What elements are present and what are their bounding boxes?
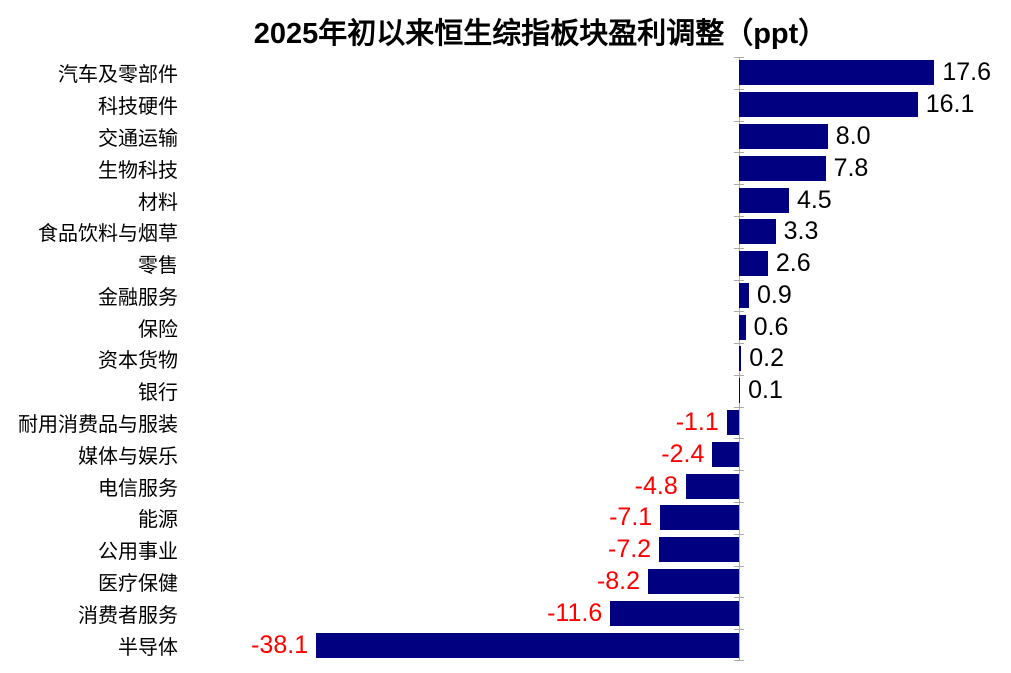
chart-title: 2025年初以来恒生综指板块盈利调整（ppt） [253, 18, 828, 50]
axis-tick [734, 57, 744, 58]
value-label: -2.4 [661, 439, 705, 468]
value-label: 0.1 [748, 376, 783, 405]
category-label: 资本货物 [98, 350, 178, 373]
bar [660, 505, 739, 531]
axis-tick [734, 502, 744, 503]
category-label: 公用事业 [98, 541, 178, 564]
axis-tick [734, 248, 744, 249]
bar-row: 半导体 -38.1 [0, 629, 1011, 661]
axis-tick [734, 470, 744, 471]
axis-tick [734, 152, 744, 153]
axis-tick [734, 660, 744, 661]
value-label: 16.1 [925, 90, 975, 119]
axis-tick [734, 89, 744, 90]
bar-row: 电信服务 -4.8 [0, 470, 1011, 502]
category-label: 金融服务 [98, 286, 178, 309]
bar-row: 科技硬件 16.1 [0, 89, 1011, 121]
bar [316, 632, 739, 658]
axis-tick [734, 216, 744, 217]
category-label: 媒体与娱乐 [78, 445, 178, 468]
bar-row: 医疗保健 -8.2 [0, 566, 1011, 598]
bar [610, 600, 739, 626]
category-label: 材料 [138, 191, 178, 214]
value-label: -7.2 [608, 535, 652, 564]
bar [739, 282, 749, 308]
bar-row: 保险 0.6 [0, 311, 1011, 343]
bar [659, 537, 739, 563]
bar [739, 187, 789, 213]
value-label: 0.6 [753, 312, 789, 341]
value-label: 4.5 [796, 185, 832, 214]
axis-tick [734, 121, 744, 122]
bar [739, 155, 826, 181]
bar-row: 耐用消费品与服装 -1.1 [0, 407, 1011, 439]
bar-row: 资本货物 0.2 [0, 343, 1011, 375]
bar [739, 123, 828, 149]
bar-row: 食品饮料与烟草 3.3 [0, 216, 1011, 248]
category-label: 食品饮料与烟草 [38, 223, 178, 246]
value-label: -8.2 [596, 567, 640, 596]
bar-row: 交通运输 8.0 [0, 121, 1011, 153]
value-label: -11.6 [547, 598, 603, 627]
bar [739, 60, 935, 86]
category-label: 交通运输 [98, 127, 178, 150]
bar [712, 441, 739, 467]
axis-tick [734, 438, 744, 439]
bar [739, 378, 741, 404]
bar-row: 金融服务 0.9 [0, 280, 1011, 312]
category-label: 消费者服务 [78, 604, 178, 627]
axis-tick [734, 534, 744, 535]
bar [685, 473, 739, 499]
category-label: 科技硬件 [98, 96, 178, 119]
category-label: 电信服务 [98, 477, 178, 500]
category-label: 耐用消费品与服装 [18, 414, 178, 437]
bar-row: 零售 2.6 [0, 248, 1011, 280]
bar-row: 银行 0.1 [0, 375, 1011, 407]
value-label: 0.2 [749, 344, 784, 373]
plot-area: 汽车及零部件 17.6 科技硬件 16.1 交通运输 8.0 生物科技 7.8 材料 4.5 食品饮… [0, 57, 1011, 661]
bar [739, 251, 768, 277]
bar [726, 410, 739, 436]
bar-row: 公用事业 -7.2 [0, 534, 1011, 566]
value-label: 3.3 [783, 217, 819, 246]
category-label: 银行 [138, 382, 178, 405]
category-label: 能源 [138, 509, 178, 532]
value-label: 8.0 [835, 121, 871, 150]
bar-row: 能源 -7.1 [0, 502, 1011, 534]
category-label: 汽车及零部件 [58, 64, 178, 87]
axis-tick [734, 280, 744, 281]
value-label: 17.6 [942, 58, 992, 87]
category-label: 半导体 [118, 636, 178, 659]
category-label: 生物科技 [98, 159, 178, 182]
value-label: -4.8 [634, 471, 678, 500]
axis-tick [734, 343, 744, 344]
bar [647, 569, 739, 595]
bar-row: 生物科技 7.8 [0, 152, 1011, 184]
bar-row: 汽车及零部件 17.6 [0, 57, 1011, 89]
bar [739, 219, 776, 245]
value-label: 2.6 [775, 249, 811, 278]
bar-row: 材料 4.5 [0, 184, 1011, 216]
category-label: 医疗保健 [98, 573, 178, 596]
axis-tick [734, 311, 744, 312]
bar [739, 346, 742, 372]
category-label: 零售 [138, 255, 178, 278]
bar-row: 消费者服务 -11.6 [0, 597, 1011, 629]
bar [739, 92, 918, 118]
axis-tick [734, 566, 744, 567]
value-label: 0.9 [756, 280, 792, 309]
bar [739, 314, 746, 340]
axis-tick [734, 597, 744, 598]
value-label: -7.1 [609, 503, 653, 532]
axis-tick [734, 375, 744, 376]
axis-tick [734, 184, 744, 185]
bar-row: 媒体与娱乐 -2.4 [0, 438, 1011, 470]
axis-tick [734, 407, 744, 408]
category-label: 保险 [138, 318, 178, 341]
axis-tick [734, 629, 744, 630]
value-label: -1.1 [675, 408, 719, 437]
value-label: 7.8 [833, 153, 869, 182]
value-label: -38.1 [251, 630, 309, 659]
